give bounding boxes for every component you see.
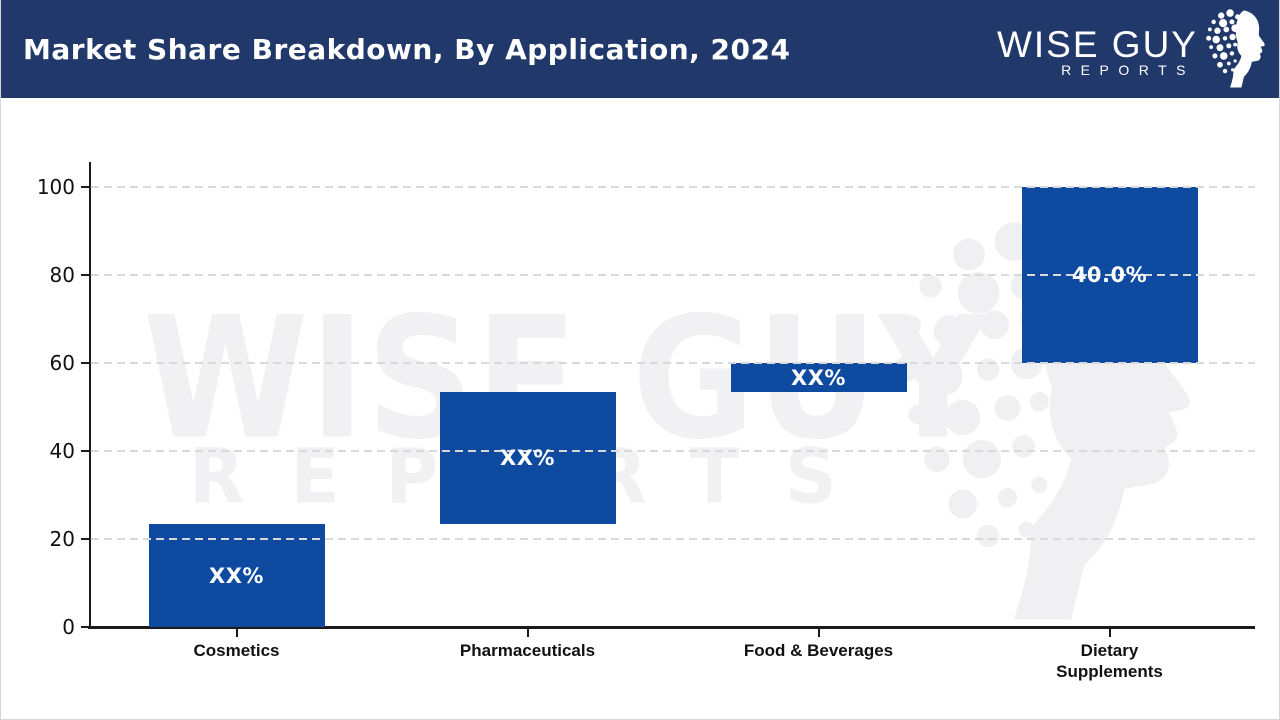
y-axis-spine xyxy=(89,162,91,629)
x-tick xyxy=(817,629,820,637)
plot-area: 0 20 40 60 80 100 XX% Cosmetics XX% Pharmaceutica… xyxy=(37,162,1255,681)
y-tick xyxy=(81,274,89,276)
bar-segment: XX% xyxy=(148,524,325,627)
x-axis-label-line: Pharmaceuticals xyxy=(459,641,596,660)
y-tick-label: 60 xyxy=(49,351,75,375)
y-tick xyxy=(81,450,89,452)
gridline xyxy=(91,274,1255,276)
x-axis-label: Pharmaceuticals xyxy=(418,640,638,661)
gridline xyxy=(91,186,1255,188)
x-tick xyxy=(235,629,238,637)
y-tick-label: 0 xyxy=(62,615,75,639)
x-tick xyxy=(1108,629,1111,637)
x-axis-label-line: Supplements xyxy=(1056,662,1163,681)
page-title: Market Share Breakdown, By Application, … xyxy=(23,32,791,66)
gridline xyxy=(91,362,1255,364)
y-tick-label: 20 xyxy=(49,527,75,551)
x-axis-spine xyxy=(88,626,1255,629)
x-axis-label: Food & Beverages xyxy=(709,640,929,661)
bar-value-label: 40.0% xyxy=(1071,263,1148,287)
x-axis-label: Cosmetics xyxy=(127,640,347,661)
bar-segment: XX% xyxy=(439,392,616,525)
x-axis-label-line: Food & Beverages xyxy=(743,641,894,660)
y-tick-label: 80 xyxy=(49,263,75,287)
y-tick xyxy=(81,186,89,188)
gridline xyxy=(91,538,1255,540)
bar-value-label: XX% xyxy=(791,365,846,390)
x-axis-label-line: Dietary xyxy=(1080,641,1139,660)
logo-wordmark: WISE GUY xyxy=(996,24,1198,65)
y-tick-label: 100 xyxy=(36,175,75,199)
gridline xyxy=(91,450,1255,452)
bar-segment: XX% xyxy=(730,363,907,393)
bar-value-label: XX% xyxy=(500,446,555,471)
logo: WISE GUY REPORTS xyxy=(997,6,1273,92)
header: Market Share Breakdown, By Application, … xyxy=(1,0,1279,98)
dot-face-logo-icon xyxy=(1206,9,1265,88)
y-tick xyxy=(81,626,89,628)
bar-value-label: XX% xyxy=(209,563,264,588)
logo-subtitle: REPORTS xyxy=(1061,62,1195,78)
x-tick xyxy=(526,629,529,637)
y-tick-label: 40 xyxy=(49,439,75,463)
y-tick xyxy=(81,538,89,540)
x-axis-label-line: Cosmetics xyxy=(193,641,280,660)
y-tick xyxy=(81,362,89,364)
x-axis-label: Dietary Supplements xyxy=(1000,640,1220,682)
